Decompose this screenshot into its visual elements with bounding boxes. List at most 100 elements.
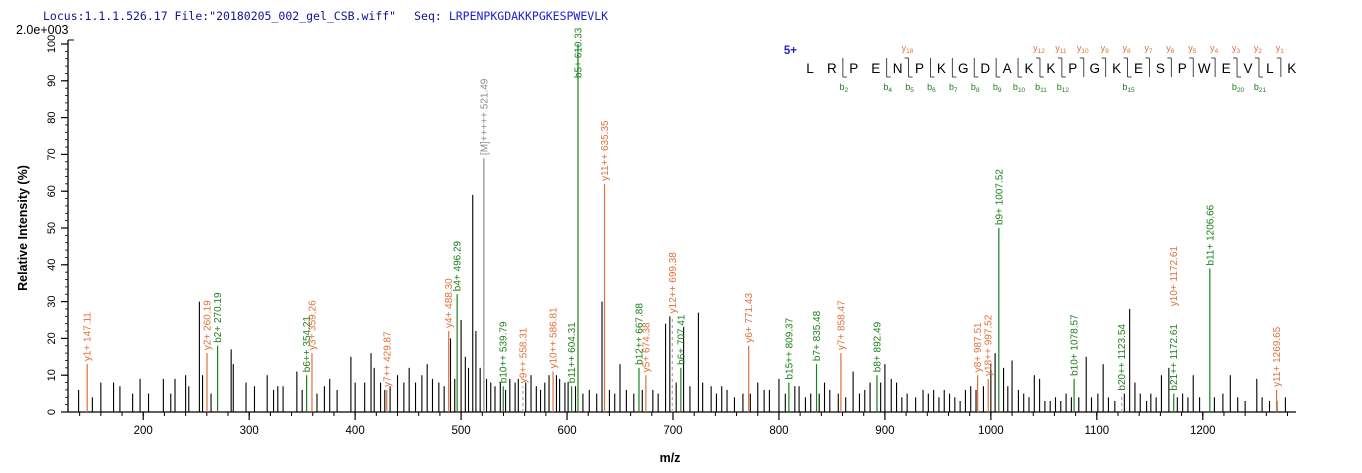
residue-letter: K [937, 61, 946, 76]
residue-letter: P [1178, 61, 1187, 76]
y-ion-label: y1 [1276, 43, 1285, 55]
y-tick-label: 40 [46, 259, 58, 271]
peak-label: y4+ 488.30 [444, 278, 455, 328]
residue-letter: P [849, 61, 858, 76]
peak-label: b2+ 270.19 [213, 292, 224, 343]
peak-label: b12++ 667.88 [634, 303, 645, 365]
residue-letter: A [1003, 61, 1012, 76]
peak-label: y5+ 674.38 [641, 322, 652, 372]
peak-label: y3+ 359.26 [307, 300, 318, 350]
x-tick-label: 300 [240, 425, 259, 437]
peak-label: b6+ 707.41 [676, 314, 687, 365]
seq-label: Seq: [414, 9, 442, 23]
y-ion-label: y7 [1144, 43, 1153, 55]
peak-label: y10+ 1172.61 [1169, 246, 1180, 307]
y-tick-label: 60 [46, 185, 58, 197]
y-ion-label: y18 [902, 43, 914, 55]
residue-letter: K [1024, 61, 1033, 76]
residue-letter: K [1046, 61, 1055, 76]
y-tick-label: 90 [46, 75, 58, 87]
b-ion-label: b6 [927, 82, 936, 94]
residue-letter: L [1266, 61, 1274, 76]
residue-letter: G [1089, 61, 1100, 76]
b-ion-label: b7 [949, 82, 958, 94]
x-tick-label: 900 [875, 425, 894, 437]
peak-label: b6++ 354.21 [302, 316, 313, 373]
peak-label: y12++ 699.38 [668, 252, 679, 314]
y-ion-label: y8 [1122, 43, 1131, 55]
b-ion-label: b2 [840, 82, 849, 94]
residue-letter: S [1156, 61, 1165, 76]
peak-label: b10++ 539.79 [499, 321, 510, 383]
peak-label: b7+ 835.48 [812, 310, 823, 361]
x-tick-label: 800 [769, 425, 788, 437]
y-ion-label: y9 [1101, 43, 1110, 55]
peak-label: b4+ 496.29 [453, 240, 464, 291]
b-ion-label: b4 [883, 82, 892, 94]
b-ion-label: b8 [971, 82, 980, 94]
y-ion-label: y11 [1055, 43, 1067, 55]
y-ion-label: y3 [1232, 43, 1241, 55]
residue-letter: L [806, 61, 814, 76]
peak-label: y8+ 987.51 [973, 322, 984, 372]
peak-label: b20++ 1123.54 [1117, 324, 1128, 391]
x-tick-label: 700 [663, 425, 682, 437]
b-ion-label: b15 [1122, 82, 1135, 94]
y-tick-label: 0 [46, 409, 58, 415]
y-ion-label: y6 [1166, 43, 1175, 55]
peak-label: b21++ 1172.61 [1169, 324, 1180, 391]
peak-label: y2+ 260.19 [203, 300, 214, 350]
b-ion-label: b12 [1057, 82, 1070, 94]
x-tick-label: 200 [134, 425, 153, 437]
peak-label: b8+ 892.49 [872, 321, 883, 372]
residue-letter: E [1134, 61, 1143, 76]
peak-label: y7++ 429.87 [382, 331, 393, 387]
residue-letter: D [980, 61, 990, 76]
b-ion-label: b10 [1013, 82, 1026, 94]
x-tick-label: 1200 [1190, 425, 1216, 437]
y-ion-label: y4 [1210, 43, 1219, 55]
b-ion-label: b21 [1254, 82, 1267, 94]
residue-letter: P [915, 61, 924, 76]
peak-label: y11++ 635.35 [600, 120, 611, 181]
x-tick-label: 1000 [978, 425, 1004, 437]
header: Locus:1.1.1.526.17 File:"20180205_002_ge… [43, 9, 608, 23]
peak-label: y1+ 147.11 [83, 312, 94, 361]
y-ion-label: y5 [1188, 43, 1197, 55]
b-ion-label: b5 [905, 82, 914, 94]
y-tick-label: 80 [46, 111, 58, 123]
residue-letter: E [871, 61, 880, 76]
residue-letter: P [1068, 61, 1077, 76]
x-tick-label: 400 [346, 425, 365, 437]
locus-file-label: Locus:1.1.1.526.17 File:"20180205_002_ge… [43, 9, 397, 23]
residue-letter: N [893, 61, 903, 76]
x-tick-label: 500 [451, 425, 470, 437]
peak-label: b11+ 1206.66 [1205, 204, 1216, 265]
peak-label: y18++ 997.52 [984, 314, 995, 376]
peak-label: y7+ 858.47 [836, 300, 847, 350]
y-tick-label: 20 [46, 332, 58, 344]
residue-letter: W [1198, 61, 1211, 76]
precursor-charge: 5+ [784, 45, 797, 57]
y-axis-scale-label: 2.0e+003 [16, 23, 69, 37]
b-ion-label: b11 [1035, 82, 1047, 94]
peak-label: b15++ 809.37 [784, 317, 795, 379]
x-axis-title: m/z [660, 451, 681, 465]
y-ion-label: y2 [1254, 43, 1263, 55]
y-ion-label: y10 [1077, 43, 1089, 55]
y-tick-label: 10 [46, 369, 58, 381]
y-ion-label: y12 [1033, 43, 1045, 55]
sequence-value: LRPENPKGDAKKPGKESPWEVLK [448, 9, 609, 23]
residue-letter: R [827, 61, 837, 76]
y-tick-label: 70 [46, 148, 58, 160]
residue-letter: K [1112, 61, 1121, 76]
x-tick-label: 600 [557, 425, 576, 437]
peak-label: b5+ 610.33 [573, 27, 584, 78]
y-tick-label: 50 [46, 222, 58, 234]
x-tick-label: 1100 [1084, 425, 1109, 437]
peak-label: y10++ 586.81 [549, 307, 560, 369]
peak-label: y6+ 771.43 [744, 293, 755, 343]
peak-label: y11+ 1269.65 [1272, 326, 1283, 387]
